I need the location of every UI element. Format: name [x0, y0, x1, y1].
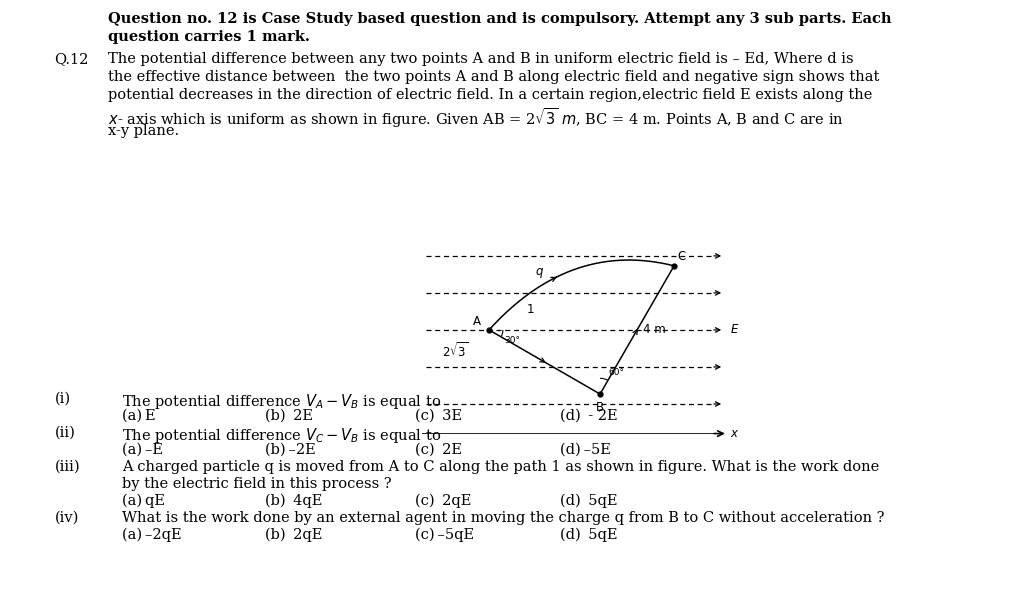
Text: (iv): (iv): [55, 511, 80, 525]
Text: (b) –2E: (b) –2E: [265, 443, 315, 457]
Text: the effective distance between  the two points A and B along electric field and : the effective distance between the two p…: [108, 70, 880, 84]
Text: (a) –E: (a) –E: [122, 443, 163, 457]
Text: (d)  5qE: (d) 5qE: [560, 528, 617, 542]
Text: (b)  4qE: (b) 4qE: [265, 494, 323, 509]
Text: C: C: [677, 250, 685, 263]
Text: What is the work done by an external agent in moving the charge q from B to C wi: What is the work done by an external age…: [122, 511, 885, 525]
Text: (d)  5qE: (d) 5qE: [560, 494, 617, 509]
Text: (c) –5qE: (c) –5qE: [415, 528, 474, 542]
Text: 30°: 30°: [505, 336, 520, 345]
Text: (a) qE: (a) qE: [122, 494, 165, 509]
Text: 4 m: 4 m: [643, 323, 666, 336]
Text: (a) –2qE: (a) –2qE: [122, 528, 181, 542]
Text: A charged particle q is moved from A to C along the path 1 as shown in figure. W: A charged particle q is moved from A to …: [122, 460, 880, 474]
Text: potential decreases in the direction of electric field. In a certain region,elec: potential decreases in the direction of …: [108, 88, 872, 102]
Text: Q.12: Q.12: [54, 52, 88, 66]
Text: (b)  2E: (b) 2E: [265, 409, 313, 423]
Text: (b)  2qE: (b) 2qE: [265, 528, 323, 542]
Text: (ii): (ii): [55, 426, 76, 440]
Text: (c)  2E: (c) 2E: [415, 443, 462, 457]
Text: B: B: [596, 401, 604, 414]
Text: 1: 1: [526, 303, 534, 316]
Text: x-y plane.: x-y plane.: [108, 124, 179, 138]
Text: $x$: $x$: [730, 427, 739, 440]
Text: Question no. 12 is Case Study based question and is compulsory. Attempt any 3 su: Question no. 12 is Case Study based ques…: [108, 12, 892, 26]
Text: (d)  - 2E: (d) - 2E: [560, 409, 617, 423]
Text: $q$: $q$: [536, 266, 545, 280]
Text: $x$- axis which is uniform as shown in figure. Given AB = 2$\sqrt{3}$ $m$, BC = : $x$- axis which is uniform as shown in f…: [108, 106, 844, 130]
Text: $E$: $E$: [730, 323, 739, 336]
Text: (c)  3E: (c) 3E: [415, 409, 462, 423]
Text: (c)  2qE: (c) 2qE: [415, 494, 471, 509]
Text: (d) –5E: (d) –5E: [560, 443, 611, 457]
Text: (a) E: (a) E: [122, 409, 156, 423]
Text: question carries 1 mark.: question carries 1 mark.: [108, 30, 310, 44]
Text: (i): (i): [55, 392, 71, 406]
Text: $2\sqrt{3}$: $2\sqrt{3}$: [442, 341, 469, 360]
Text: The potential difference between any two points A and B in uniform electric fiel: The potential difference between any two…: [108, 52, 854, 66]
Text: A: A: [473, 315, 481, 328]
Text: The potential difference $V_C - V_B$ is equal to: The potential difference $V_C - V_B$ is …: [122, 426, 441, 445]
Text: 60°: 60°: [608, 368, 625, 378]
Text: The potential difference $V_A - V_B$ is equal to: The potential difference $V_A - V_B$ is …: [122, 392, 441, 411]
Text: (iii): (iii): [55, 460, 81, 474]
Text: by the electric field in this process ?: by the electric field in this process ?: [122, 477, 391, 491]
